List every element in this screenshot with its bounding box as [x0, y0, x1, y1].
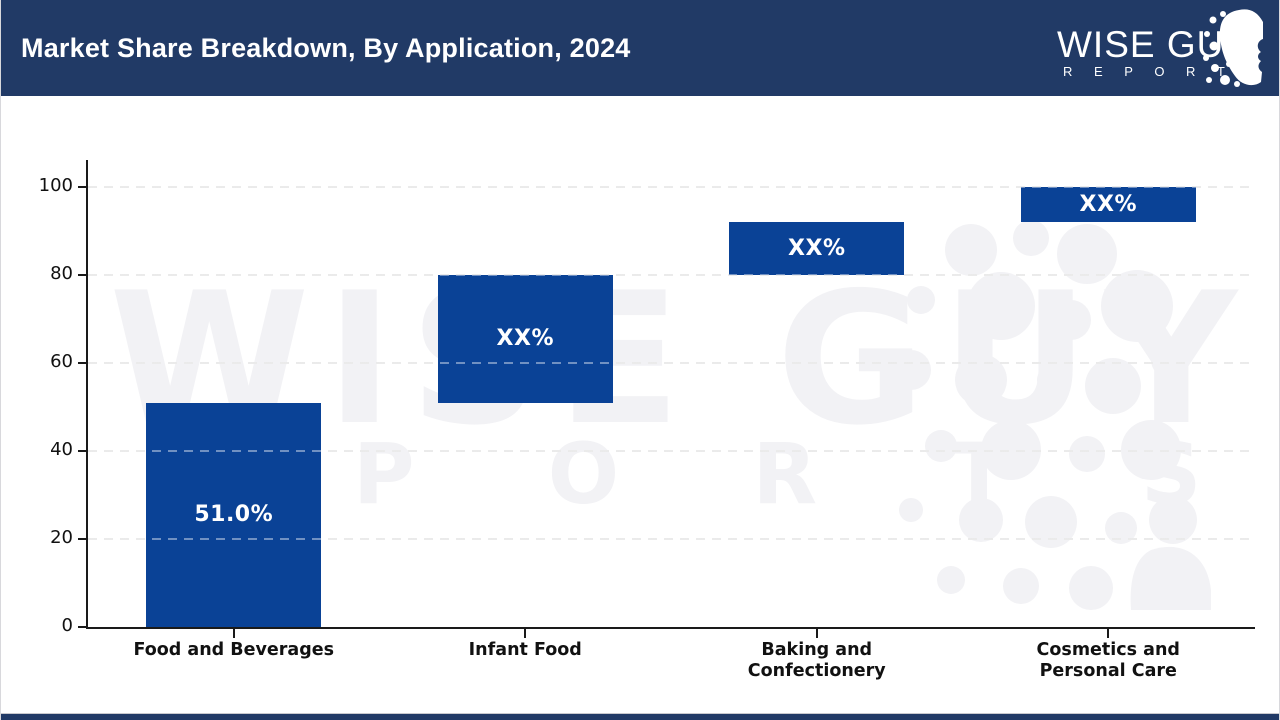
x-category-label-line: Baking and — [761, 640, 873, 660]
y-tick-mark — [78, 626, 86, 628]
x-category-label: Food and Beverages — [114, 640, 354, 661]
y-axis-line — [86, 160, 88, 629]
x-category-label-line: Confectionery — [747, 661, 886, 681]
x-category-label-line: Cosmetics and — [1036, 640, 1180, 660]
y-tick-mark — [78, 450, 86, 452]
y-tick-label: 20 — [50, 527, 73, 548]
chart-title: Market Share Breakdown, By Application, … — [21, 32, 631, 63]
x-tick-mark — [232, 629, 235, 638]
x-category-label: Infant Food — [405, 640, 645, 661]
gridline-overlay — [88, 186, 1254, 188]
x-tick-mark — [1107, 629, 1110, 638]
y-tick-mark — [78, 274, 86, 276]
x-axis-line — [86, 627, 1255, 629]
x-category-label-line: Personal Care — [1039, 661, 1177, 681]
y-tick-label: 40 — [50, 439, 73, 460]
header-bar: Market Share Breakdown, By Application, … — [1, 0, 1279, 96]
gridline — [88, 186, 1254, 188]
x-category-label: Cosmetics and Personal Care — [988, 640, 1228, 682]
logo-subtext: R E P O R T S — [1063, 64, 1264, 79]
x-tick-mark — [524, 629, 527, 638]
x-category-label-line: Food and Beverages — [133, 640, 335, 660]
x-category-label-line: Infant Food — [468, 640, 582, 660]
x-category-label: Baking and Confectionery — [697, 640, 937, 682]
logo-face-icon — [1203, 9, 1263, 87]
wiseguy-logo: WISE GUY R E P O R T S — [1023, 6, 1273, 90]
y-tick-label: 0 — [61, 615, 73, 636]
x-tick-mark — [815, 629, 818, 638]
watermark-face-icon — [891, 220, 1211, 610]
y-tick-label: 100 — [38, 175, 73, 196]
y-tick-mark — [78, 362, 86, 364]
y-tick-label: 80 — [50, 263, 73, 284]
y-tick-mark — [78, 186, 86, 188]
footer-bar — [1, 713, 1279, 720]
bar-value-label: 51.0% — [194, 502, 274, 528]
y-tick-label: 60 — [50, 351, 73, 372]
y-tick-mark — [78, 538, 86, 540]
